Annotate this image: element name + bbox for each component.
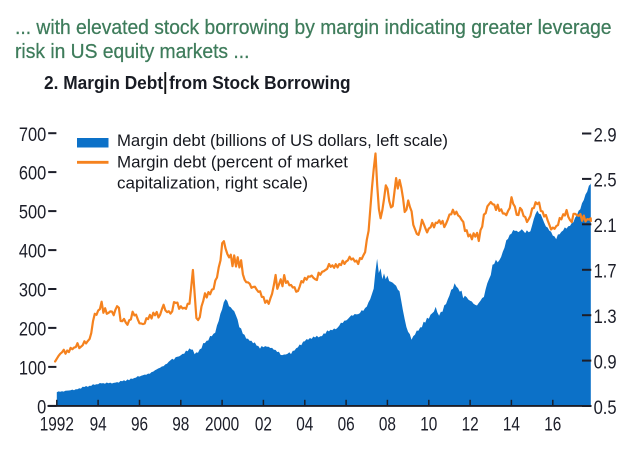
svg-text:2.9: 2.9 bbox=[594, 124, 617, 146]
svg-text:Margin debt (percent of market: Margin debt (percent of market bbox=[117, 153, 348, 172]
svg-text:200: 200 bbox=[19, 318, 46, 340]
svg-text:600: 600 bbox=[19, 162, 46, 184]
svg-text:0: 0 bbox=[37, 396, 46, 418]
svg-text:700: 700 bbox=[19, 123, 46, 145]
svg-text:96: 96 bbox=[131, 413, 148, 435]
svg-text:12: 12 bbox=[462, 413, 479, 435]
svg-text:2.5: 2.5 bbox=[594, 169, 617, 191]
svg-text:capitalization, right scale): capitalization, right scale) bbox=[117, 174, 308, 193]
svg-text:02: 02 bbox=[255, 413, 272, 435]
svg-text:08: 08 bbox=[379, 413, 396, 435]
svg-text:2.1: 2.1 bbox=[594, 215, 617, 237]
svg-text:500: 500 bbox=[19, 201, 46, 223]
svg-text:94: 94 bbox=[90, 413, 107, 435]
svg-text:Margin debt (billions of US do: Margin debt (billions of US dollars, lef… bbox=[117, 131, 448, 150]
svg-text:300: 300 bbox=[19, 279, 46, 301]
svg-text:1.3: 1.3 bbox=[594, 306, 617, 328]
svg-text:98: 98 bbox=[172, 413, 189, 435]
svg-text:04: 04 bbox=[296, 413, 313, 435]
svg-text:16: 16 bbox=[544, 413, 561, 435]
svg-text:2000: 2000 bbox=[205, 413, 239, 435]
svg-text:400: 400 bbox=[19, 240, 46, 262]
svg-text:1992: 1992 bbox=[40, 413, 74, 435]
svg-text:100: 100 bbox=[19, 357, 46, 379]
svg-text:0.9: 0.9 bbox=[594, 351, 617, 373]
svg-text:06: 06 bbox=[338, 413, 355, 435]
svg-text:14: 14 bbox=[503, 413, 520, 435]
svg-text:0.5: 0.5 bbox=[594, 397, 617, 419]
svg-text:1.7: 1.7 bbox=[594, 260, 617, 282]
svg-text:10: 10 bbox=[420, 413, 437, 435]
